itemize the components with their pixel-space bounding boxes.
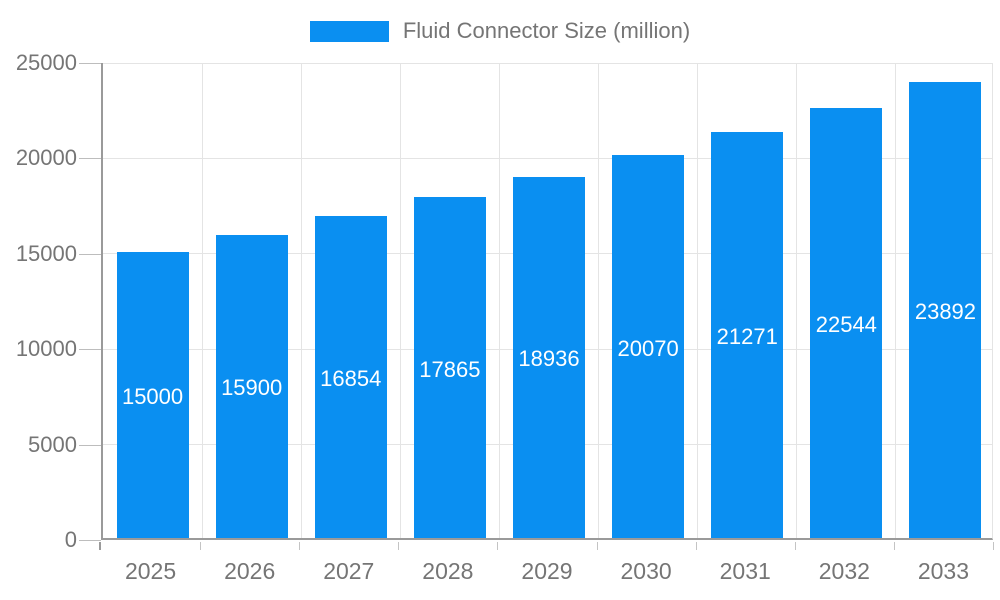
y-tick-label: 5000 (28, 431, 77, 457)
gridline-vertical (300, 63, 302, 538)
x-tick-mark (200, 542, 202, 550)
bar[interactable] (612, 155, 685, 538)
x-tick-label: 2025 (124, 558, 177, 584)
x-tick-mark (398, 542, 400, 550)
gridline-vertical (895, 63, 897, 538)
gridline-vertical (598, 63, 600, 538)
gridline-vertical (498, 63, 500, 538)
x-tick-label: 2031 (719, 558, 771, 584)
x-tick-label: 2032 (818, 558, 870, 584)
y-tick-mark (79, 63, 101, 64)
gridline-vertical (399, 63, 401, 538)
gridline-vertical (796, 63, 798, 538)
y-tick-mark (79, 158, 101, 160)
y-tick-mark (79, 444, 101, 446)
x-tick-mark (794, 542, 796, 550)
gridline-vertical (697, 63, 699, 538)
gridline-horizontal (103, 62, 992, 64)
bar[interactable] (116, 251, 189, 538)
plot-area: 15000 15900 16854 17865 18936 20070 21271 22544… (101, 62, 993, 540)
x-tick-mark (993, 542, 994, 550)
x-tick-mark (893, 542, 895, 550)
bar[interactable] (711, 132, 784, 538)
bar[interactable] (314, 216, 387, 538)
y-tick-label: 25000 (15, 50, 77, 75)
y-tick-mark (79, 253, 101, 255)
x-tick-mark (497, 542, 499, 550)
x-tick-mark (299, 542, 301, 550)
x-tick-mark (695, 542, 697, 550)
bar[interactable] (810, 107, 883, 538)
x-tick-mark (99, 542, 101, 550)
x-tick-label: 2029 (521, 558, 573, 584)
bar[interactable] (215, 234, 288, 538)
y-tick-label: 15000 (15, 240, 77, 266)
x-tick-mark (596, 542, 598, 550)
y-tick-label: 10000 (15, 336, 77, 362)
x-tick-label: 2028 (422, 558, 474, 584)
legend-item[interactable]: Fluid Connector Size (million) (0, 16, 1000, 46)
y-tick-label: 20000 (15, 145, 77, 171)
y-tick-mark (79, 349, 101, 351)
bar[interactable] (909, 82, 982, 538)
y-tick-mark (79, 540, 101, 541)
y-tick-label: 0 (64, 527, 77, 552)
x-tick-label: 2026 (224, 558, 276, 584)
bar[interactable] (413, 197, 486, 538)
x-tick-label: 2027 (323, 558, 375, 584)
legend-swatch (309, 20, 389, 42)
gridline-vertical (201, 63, 203, 538)
legend-label: Fluid Connector Size (million) (402, 18, 691, 43)
bar[interactable] (513, 176, 585, 538)
gridline-horizontal (103, 157, 992, 159)
x-tick-label: 2030 (620, 558, 672, 584)
x-tick-label: 2033 (917, 558, 970, 584)
